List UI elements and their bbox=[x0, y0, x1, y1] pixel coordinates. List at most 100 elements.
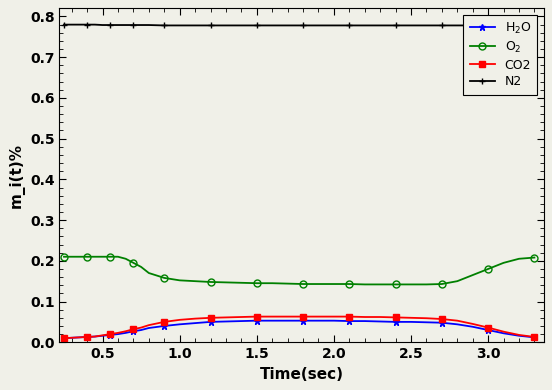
O$_2$ bbox=[138, 264, 145, 269]
O$_2$ bbox=[123, 257, 129, 261]
CO2 bbox=[454, 318, 460, 323]
N2 bbox=[61, 22, 67, 27]
CO2 bbox=[68, 335, 75, 340]
CO2 bbox=[485, 325, 491, 330]
H$_2$O bbox=[115, 332, 121, 337]
CO2 bbox=[423, 316, 430, 321]
CO2 bbox=[438, 317, 445, 321]
H$_2$O bbox=[123, 331, 129, 335]
CO2 bbox=[500, 329, 507, 334]
CO2 bbox=[115, 331, 121, 335]
Y-axis label: m_i(t)%: m_i(t)% bbox=[8, 143, 24, 208]
O$_2$ bbox=[423, 282, 430, 287]
H$_2$O bbox=[346, 319, 353, 323]
H$_2$O bbox=[76, 335, 83, 340]
CO2 bbox=[531, 335, 538, 339]
CO2 bbox=[253, 314, 260, 319]
H$_2$O bbox=[454, 322, 460, 327]
N2 bbox=[300, 23, 306, 28]
H$_2$O bbox=[192, 321, 198, 325]
H$_2$O bbox=[331, 318, 337, 323]
O$_2$ bbox=[177, 278, 183, 283]
N2 bbox=[331, 23, 337, 28]
O$_2$ bbox=[408, 282, 415, 287]
H$_2$O bbox=[238, 319, 245, 323]
H$_2$O bbox=[253, 318, 260, 323]
N2 bbox=[469, 23, 476, 28]
N2 bbox=[107, 23, 114, 27]
O$_2$ bbox=[115, 254, 121, 259]
N2 bbox=[516, 23, 522, 28]
H$_2$O bbox=[392, 319, 399, 324]
CO2 bbox=[284, 314, 291, 319]
H$_2$O bbox=[146, 326, 152, 330]
N2 bbox=[500, 23, 507, 28]
O$_2$ bbox=[531, 255, 538, 260]
N2 bbox=[423, 23, 430, 28]
N2 bbox=[177, 23, 183, 28]
O$_2$ bbox=[222, 280, 229, 285]
H$_2$O bbox=[107, 333, 114, 337]
N2 bbox=[138, 23, 145, 27]
H$_2$O bbox=[99, 333, 106, 338]
O$_2$ bbox=[238, 280, 245, 285]
H$_2$O bbox=[408, 319, 415, 324]
CO2 bbox=[138, 325, 145, 330]
H$_2$O bbox=[92, 334, 98, 339]
N2 bbox=[130, 23, 137, 27]
H$_2$O bbox=[161, 324, 168, 328]
H$_2$O bbox=[469, 324, 476, 329]
N2 bbox=[392, 23, 399, 28]
O$_2$ bbox=[146, 271, 152, 275]
N2 bbox=[92, 22, 98, 27]
X-axis label: Time(sec): Time(sec) bbox=[259, 367, 343, 382]
Legend: H$_2$O, O$_2$, CO2, N2: H$_2$O, O$_2$, CO2, N2 bbox=[463, 14, 538, 94]
O$_2$ bbox=[300, 282, 306, 286]
O$_2$ bbox=[377, 282, 384, 287]
O$_2$ bbox=[438, 282, 445, 286]
CO2 bbox=[331, 314, 337, 319]
N2 bbox=[192, 23, 198, 28]
N2 bbox=[377, 23, 384, 28]
N2 bbox=[315, 23, 322, 28]
O$_2$ bbox=[253, 281, 260, 285]
N2 bbox=[253, 23, 260, 28]
CO2 bbox=[207, 316, 214, 320]
CO2 bbox=[61, 336, 67, 340]
Line: O$_2$: O$_2$ bbox=[61, 253, 538, 288]
N2 bbox=[146, 23, 152, 27]
H$_2$O bbox=[222, 319, 229, 324]
N2 bbox=[454, 23, 460, 28]
O$_2$ bbox=[516, 257, 522, 261]
N2 bbox=[84, 22, 91, 27]
H$_2$O bbox=[130, 329, 137, 333]
CO2 bbox=[346, 314, 353, 319]
N2 bbox=[485, 23, 491, 28]
N2 bbox=[222, 23, 229, 28]
O$_2$ bbox=[99, 254, 106, 259]
O$_2$ bbox=[269, 281, 275, 285]
O$_2$ bbox=[76, 254, 83, 259]
H$_2$O bbox=[485, 328, 491, 332]
H$_2$O bbox=[300, 318, 306, 323]
O$_2$ bbox=[362, 282, 368, 287]
CO2 bbox=[377, 315, 384, 319]
N2 bbox=[269, 23, 275, 28]
O$_2$ bbox=[84, 254, 91, 259]
CO2 bbox=[469, 322, 476, 326]
CO2 bbox=[362, 315, 368, 319]
CO2 bbox=[300, 314, 306, 319]
O$_2$ bbox=[392, 282, 399, 287]
H$_2$O bbox=[315, 318, 322, 323]
CO2 bbox=[92, 334, 98, 339]
O$_2$ bbox=[315, 282, 322, 286]
N2 bbox=[238, 23, 245, 28]
H$_2$O bbox=[68, 335, 75, 340]
H$_2$O bbox=[207, 319, 214, 324]
CO2 bbox=[161, 319, 168, 324]
N2 bbox=[346, 23, 353, 28]
N2 bbox=[68, 22, 75, 27]
CO2 bbox=[192, 316, 198, 321]
O$_2$ bbox=[346, 282, 353, 286]
N2 bbox=[284, 23, 291, 28]
